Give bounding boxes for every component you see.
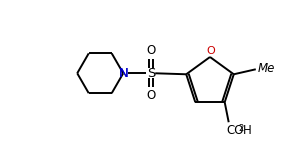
Text: S: S (147, 67, 155, 80)
Text: O: O (147, 44, 156, 57)
Text: Me: Me (258, 62, 275, 75)
Text: CO: CO (227, 124, 244, 137)
Text: H: H (243, 124, 251, 137)
Text: N: N (118, 67, 128, 80)
Text: N: N (118, 67, 128, 80)
Text: 2: 2 (239, 124, 244, 133)
Text: O: O (147, 89, 156, 102)
Text: O: O (206, 46, 215, 55)
